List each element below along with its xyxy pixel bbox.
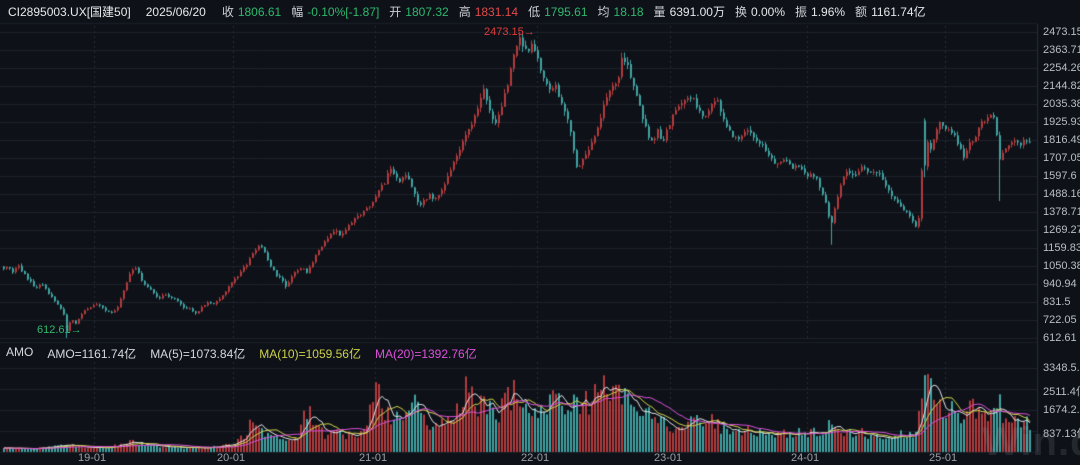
all-time-high-annotation: 2473.15→ <box>484 26 535 38</box>
time-axis-label: 25-01 <box>929 452 958 464</box>
price-axis-label: 722.05 <box>1043 314 1077 326</box>
volume-axis-label: 2511.4亿 <box>1043 386 1080 398</box>
header-field-value: 1806.61 <box>237 5 282 19</box>
price-axis-label: 2144.82 <box>1043 80 1080 92</box>
chart-date: 2025/06/20 <box>145 4 206 19</box>
price-axis-label: 1925.93 <box>1043 116 1080 128</box>
volume-axis-label: 1674.2... <box>1043 404 1080 416</box>
price-axis-label: 1816.49 <box>1043 134 1080 146</box>
price-axis-label: 1378.71 <box>1043 206 1080 218</box>
amo-legend: AMO AMO=1161.74亿 MA(5)=1073.84亿 MA(10)=105… <box>6 345 477 362</box>
price-axis-label: 2035.38 <box>1043 98 1080 110</box>
volume-axis-label: 3348.5... <box>1043 362 1080 374</box>
time-axis-label: 21-01 <box>359 452 388 464</box>
header-field-value: -0.10%[-1.87] <box>307 5 380 19</box>
header-field-value: 0.00% <box>750 5 785 19</box>
time-axis-label: 20-01 <box>217 452 246 464</box>
price-axis-label: 2473.15 <box>1043 26 1080 38</box>
price-axis-label: 1050.38 <box>1043 260 1080 272</box>
price-axis-label: 831.5 <box>1043 296 1071 308</box>
header-field-label: 幅 <box>291 5 304 19</box>
header-field-value: 6391.00万 <box>669 5 725 19</box>
price-axis-label: 2363.71 <box>1043 44 1080 56</box>
header-field-label: 量 <box>653 5 666 19</box>
header-field-label: 额 <box>855 5 868 19</box>
price-axis-label: 2254.26 <box>1043 62 1080 74</box>
volume-axis-label: 837.13亿 <box>1043 428 1080 440</box>
amo-legend-item: MA(5)=1073.84亿 <box>150 347 246 361</box>
amo-legend-item: AMO=1161.74亿 <box>47 347 137 361</box>
price-axis-label: 1597.6 <box>1043 170 1077 182</box>
time-axis-label: 24-01 <box>791 452 820 464</box>
price-axis-label: 940.94 <box>1043 278 1077 290</box>
header-field-value: 1795.61 <box>544 5 588 19</box>
header-field-value: 18.18 <box>613 5 644 19</box>
header-field-value: 1831.14 <box>474 5 519 19</box>
amo-title: AMO <box>6 345 34 359</box>
header-field-value: 1.96% <box>811 5 846 19</box>
header-field-label: 换 <box>734 5 747 19</box>
header-field-label: 开 <box>389 5 402 19</box>
wind-watermark: Win.d <box>982 420 1080 464</box>
time-axis-label: 19-01 <box>78 452 107 464</box>
header-field-label: 高 <box>458 5 471 19</box>
price-axis-label: 1707.05 <box>1043 152 1080 164</box>
amo-legend-item: MA(10)=1059.56亿 <box>259 347 361 361</box>
time-axis-label: 22-01 <box>521 452 550 464</box>
header-field-label: 收 <box>221 5 234 19</box>
header-field-label: 振 <box>795 5 808 19</box>
amo-legend-item: MA(20)=1392.76亿 <box>374 347 477 361</box>
all-time-low-annotation: 612.61→ <box>37 324 82 336</box>
header-stats-bar: CI2895003.UX[国建50] 2025/06/20 收 1806.61 幅 -… <box>0 0 1080 23</box>
price-axis-label: 1159.83 <box>1043 242 1080 254</box>
header-fields: 收 1806.61 幅 -0.10%[-1.87] 开 1807.32 高 1831.14 低 1… <box>212 3 926 20</box>
time-axis-label: 23-01 <box>654 452 683 464</box>
header-field-value: 1807.32 <box>405 5 449 19</box>
amo-values: AMO=1161.74亿 MA(5)=1073.84亿 MA(10)=1059.56… <box>47 345 476 362</box>
price-axis-label: 612.61 <box>1043 332 1077 344</box>
header-field-label: 低 <box>528 5 541 19</box>
price-axis-label: 1488.16 <box>1043 188 1080 200</box>
ticker-symbol: CI2895003.UX[国建50] <box>8 5 131 19</box>
header-field-value: 1161.74亿 <box>871 5 926 19</box>
header-field-label: 均 <box>597 5 610 19</box>
price-axis-label: 1269.27 <box>1043 224 1080 236</box>
